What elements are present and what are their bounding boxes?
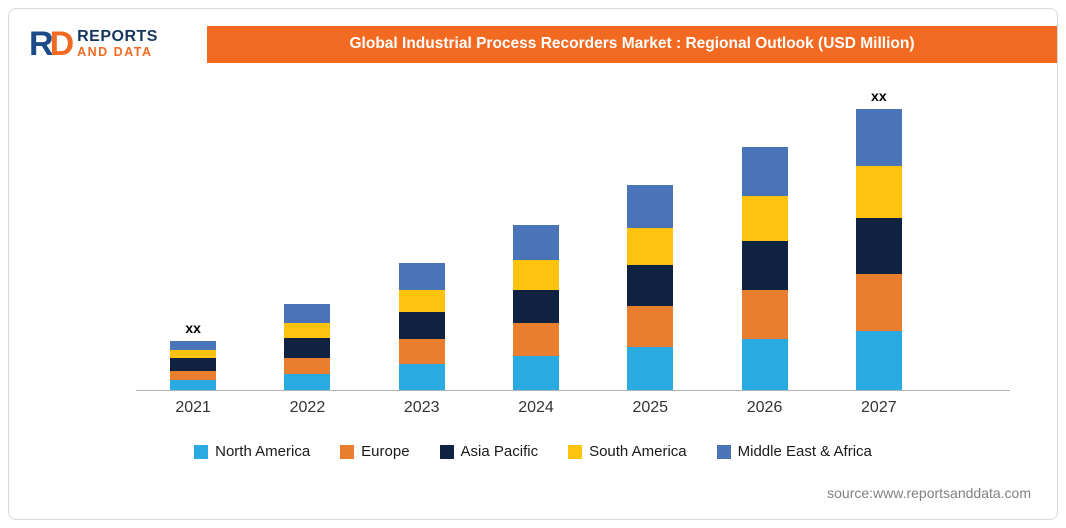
reports-and-data-logo: RD REPORTS AND DATA <box>9 27 207 61</box>
bar-segment-middle-east-africa[interactable] <box>512 225 559 260</box>
bar-2024[interactable] <box>479 79 593 391</box>
bar-segment-europe[interactable] <box>512 323 559 356</box>
x-axis-label-2022: 2022 <box>289 399 326 416</box>
chart-card: RD REPORTS AND DATA Global Industrial Pr… <box>8 8 1058 520</box>
bar-segment-asia-pacific[interactable] <box>398 312 445 339</box>
bar-stack <box>170 341 217 391</box>
bar-segment-europe[interactable] <box>284 358 331 374</box>
bar-2023[interactable] <box>365 79 479 391</box>
header: RD REPORTS AND DATA Global Industrial Pr… <box>9 15 1057 73</box>
legend-label: Europe <box>361 443 410 460</box>
bar-2027[interactable]: xx <box>822 79 936 391</box>
bar-segment-middle-east-africa[interactable] <box>170 341 217 350</box>
bars-container: xx xx <box>136 79 936 391</box>
bar-segment-north-america[interactable] <box>855 331 902 391</box>
x-axis-label-2021: 2021 <box>175 399 211 416</box>
bar-2026[interactable] <box>707 79 821 391</box>
bar-segment-north-america[interactable] <box>398 364 445 391</box>
bar-segment-south-america[interactable] <box>741 196 788 241</box>
legend-label: Asia Pacific <box>460 443 539 460</box>
bar-segment-asia-pacific[interactable] <box>284 338 331 358</box>
bar-segment-south-america[interactable] <box>284 323 331 338</box>
legend-item-north-america[interactable]: North America <box>194 443 310 460</box>
bar-value-label: xx <box>871 88 887 104</box>
legend-swatch <box>340 444 355 459</box>
bar-segment-south-america[interactable] <box>512 260 559 290</box>
bar-segment-europe[interactable] <box>741 290 788 339</box>
bar-segment-south-america[interactable] <box>398 290 445 312</box>
logo-line2: AND DATA <box>77 44 153 59</box>
bar-segment-north-america[interactable] <box>741 339 788 391</box>
plot-area: xx xx <box>136 79 1010 391</box>
x-axis-line <box>136 390 1010 391</box>
legend-item-europe[interactable]: Europe <box>340 443 410 460</box>
bar-2021[interactable]: xx <box>136 79 250 391</box>
bar-segment-asia-pacific[interactable] <box>170 358 217 371</box>
legend-item-asia-pacific[interactable]: Asia Pacific <box>439 443 539 460</box>
legend-item-middle-east-africa[interactable]: Middle East & Africa <box>716 443 872 460</box>
bar-stack <box>398 263 445 391</box>
legend-swatch <box>194 444 209 459</box>
legend-swatch <box>568 444 583 459</box>
bar-segment-europe[interactable] <box>855 274 902 331</box>
bar-segment-asia-pacific[interactable] <box>855 218 902 274</box>
bar-segment-south-america[interactable] <box>627 228 674 265</box>
legend-swatch <box>439 444 454 459</box>
x-axis-labels: 2021 2022 2023 2024 2025 2026 2027 <box>136 391 936 417</box>
bar-value-label: xx <box>185 320 201 336</box>
logo-line1: REPORTS <box>77 28 158 46</box>
x-axis-label-2027: 2027 <box>861 399 897 416</box>
logo-text: REPORTS AND DATA <box>77 28 158 59</box>
bar-stack <box>512 225 559 391</box>
bar-segment-south-america[interactable] <box>170 350 217 358</box>
bar-stack <box>627 185 674 391</box>
bar-2025[interactable] <box>593 79 707 391</box>
legend: North America Europe Asia Pacific South Ame… <box>9 443 1057 460</box>
chart-title-banner: Global Industrial Process Recorders Mark… <box>207 25 1057 63</box>
source-text: source:www.reportsanddata.com <box>827 485 1031 501</box>
legend-label: Middle East & Africa <box>737 443 872 460</box>
bar-segment-north-america[interactable] <box>512 356 559 391</box>
bar-segment-middle-east-africa[interactable] <box>284 304 331 323</box>
x-axis-label-2024: 2024 <box>518 399 554 416</box>
logo-mark-icon: RD <box>29 25 74 63</box>
bar-stack <box>741 147 788 391</box>
x-axis-label-2026: 2026 <box>746 399 783 416</box>
bar-stack <box>855 109 902 391</box>
bar-segment-europe[interactable] <box>170 371 217 380</box>
bar-segment-south-america[interactable] <box>855 166 902 218</box>
x-axis-label-2025: 2025 <box>632 399 669 416</box>
bar-segment-north-america[interactable] <box>284 374 331 391</box>
chart-title: Global Industrial Process Recorders Mark… <box>349 35 915 52</box>
bar-2022[interactable] <box>250 79 364 391</box>
bar-segment-middle-east-africa[interactable] <box>398 263 445 290</box>
bar-segment-middle-east-africa[interactable] <box>855 109 902 166</box>
bar-segment-middle-east-africa[interactable] <box>627 185 674 228</box>
legend-item-south-america[interactable]: South America <box>568 443 687 460</box>
bar-segment-north-america[interactable] <box>170 380 217 391</box>
bar-segment-north-america[interactable] <box>627 347 674 391</box>
legend-swatch <box>716 444 731 459</box>
legend-label: North America <box>215 443 311 460</box>
bar-segment-asia-pacific[interactable] <box>512 290 559 323</box>
bar-segment-europe[interactable] <box>627 306 674 347</box>
bar-segment-europe[interactable] <box>398 339 445 364</box>
bar-segment-asia-pacific[interactable] <box>741 241 788 290</box>
x-axis-label-2023: 2023 <box>403 399 440 416</box>
bar-segment-middle-east-africa[interactable] <box>741 147 788 196</box>
bar-stack <box>284 304 331 391</box>
legend-label: South America <box>589 443 687 460</box>
bar-segment-asia-pacific[interactable] <box>627 265 674 306</box>
